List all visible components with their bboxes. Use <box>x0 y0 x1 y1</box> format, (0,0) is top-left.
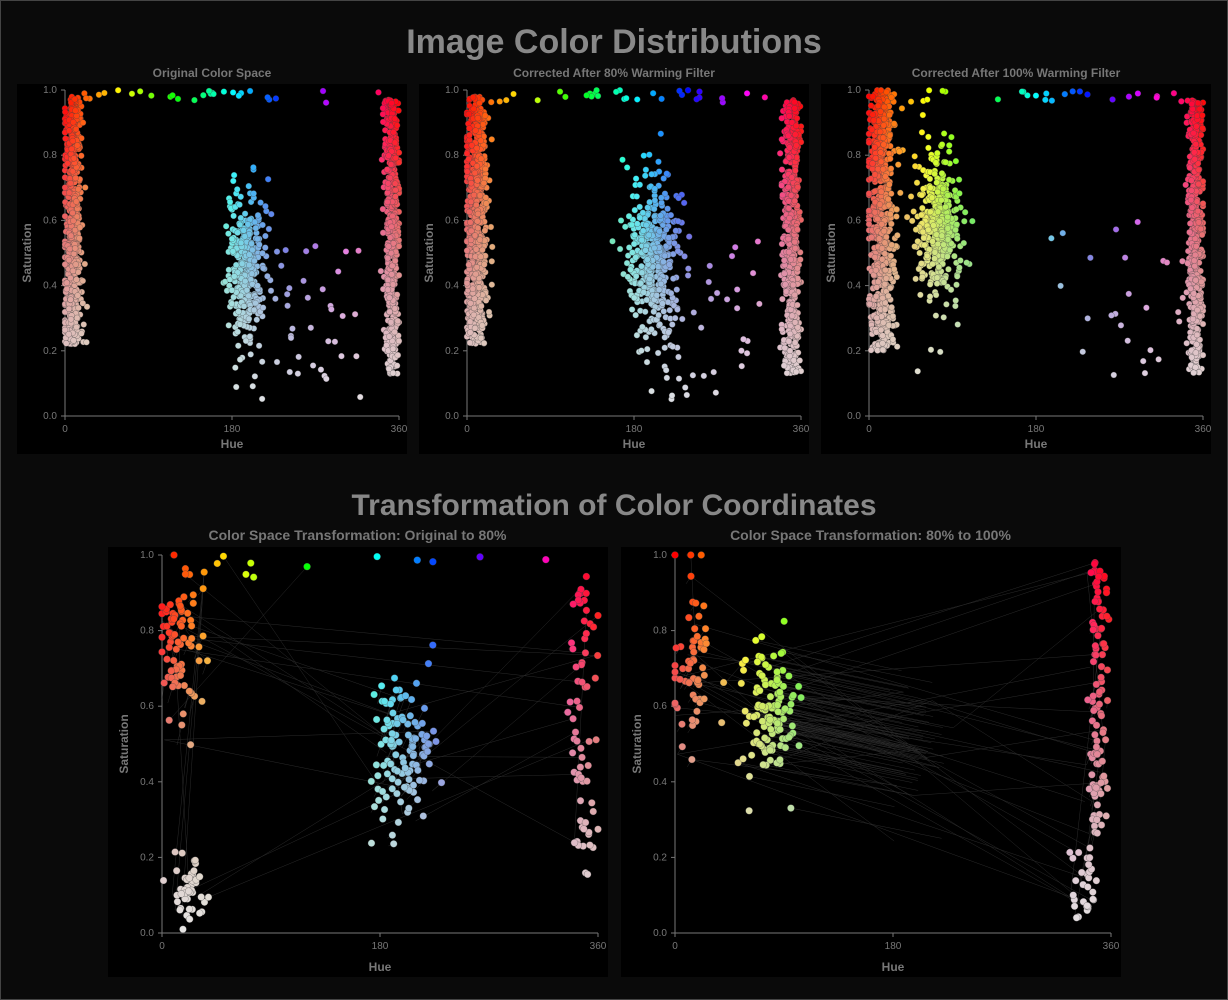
svg-text:1.0: 1.0 <box>847 85 861 96</box>
svg-text:0: 0 <box>62 424 68 435</box>
svg-text:0.4: 0.4 <box>43 281 57 292</box>
svg-text:0.4: 0.4 <box>445 281 459 292</box>
svg-text:0.6: 0.6 <box>445 215 459 226</box>
svg-text:Saturation: Saturation <box>824 223 838 282</box>
svg-text:0.8: 0.8 <box>445 150 459 161</box>
svg-text:0.6: 0.6 <box>43 215 57 226</box>
svg-text:0.0: 0.0 <box>140 928 154 939</box>
svg-text:360: 360 <box>793 424 809 435</box>
panel-title-warming80: Corrected After 80% Warming Filter <box>419 66 809 80</box>
svg-text:0.2: 0.2 <box>445 346 459 357</box>
panel-title-transform-0-80: Color Space Transformation: Original to … <box>108 527 608 543</box>
section2-title: Transformation of Color Coordinates <box>1 459 1227 527</box>
panel-transform-80-100: Color Space Transformation: 80% to 100% … <box>621 527 1121 982</box>
svg-text:0: 0 <box>464 424 470 435</box>
svg-text:1.0: 1.0 <box>445 85 459 96</box>
svg-text:Saturation: Saturation <box>422 223 436 282</box>
transform-plot-80-100: 01803600.00.20.40.60.81.0HueSaturation <box>621 547 1121 977</box>
svg-text:0.8: 0.8 <box>140 626 154 637</box>
svg-text:0.4: 0.4 <box>847 281 861 292</box>
svg-text:1.0: 1.0 <box>140 550 154 561</box>
svg-text:0.0: 0.0 <box>847 411 861 422</box>
svg-text:0.0: 0.0 <box>43 411 57 422</box>
svg-text:0.6: 0.6 <box>847 215 861 226</box>
page-container: Image Color Distributions Original Color… <box>1 1 1227 999</box>
svg-text:180: 180 <box>371 941 388 952</box>
svg-text:0.2: 0.2 <box>140 852 154 863</box>
panel-warming80: Corrected After 80% Warming Filter 0 180 3… <box>419 66 809 459</box>
top-row: Original Color Space 0 180 360 0.0 0.2 0.4 0.6… <box>1 66 1227 459</box>
svg-text:0.8: 0.8 <box>847 150 861 161</box>
svg-text:Hue: Hue <box>623 437 646 451</box>
svg-text:0.4: 0.4 <box>140 777 154 788</box>
panel-title-warming100: Corrected After 100% Warming Filter <box>821 66 1211 80</box>
scatter-warming80: 0 180 360 0.0 0.2 0.4 0.6 0.8 1.0 Hue Saturation <box>419 84 809 454</box>
scatter-original: 0 180 360 0.0 0.2 0.4 0.6 0.8 1.0 Hue Saturation <box>17 84 407 454</box>
svg-text:180: 180 <box>626 424 643 435</box>
svg-text:360: 360 <box>1195 424 1211 435</box>
svg-text:0: 0 <box>866 424 872 435</box>
svg-text:360: 360 <box>589 941 606 952</box>
svg-text:180: 180 <box>224 424 241 435</box>
svg-text:180: 180 <box>1028 424 1045 435</box>
svg-text:Saturation: Saturation <box>117 714 131 773</box>
svg-text:0.6: 0.6 <box>140 701 154 712</box>
panel-warming100: Corrected After 100% Warming Filter 0 180… <box>821 66 1211 459</box>
svg-text:Hue: Hue <box>221 437 244 451</box>
svg-text:0.2: 0.2 <box>847 346 861 357</box>
svg-text:Hue: Hue <box>368 960 391 974</box>
svg-text:0.0: 0.0 <box>445 411 459 422</box>
bottom-row: Color Space Transformation: Original to … <box>1 527 1227 982</box>
svg-text:360: 360 <box>391 424 407 435</box>
panel-title-original: Original Color Space <box>17 66 407 80</box>
svg-text:0.8: 0.8 <box>43 150 57 161</box>
svg-text:0.2: 0.2 <box>43 346 57 357</box>
svg-text:0: 0 <box>159 941 165 952</box>
svg-text:1.0: 1.0 <box>43 85 57 96</box>
panel-transform-0-80: Color Space Transformation: Original to … <box>108 527 608 982</box>
svg-text:Saturation: Saturation <box>20 223 34 282</box>
svg-text:Hue: Hue <box>1025 437 1048 451</box>
section1-title: Image Color Distributions <box>1 1 1227 66</box>
panel-original: Original Color Space 0 180 360 0.0 0.2 0.4 0.6… <box>17 66 407 459</box>
transform-plot-0-80: 0 180 360 0.0 0.2 0.4 0.6 0.8 1.0 Hue Saturation <box>108 547 608 977</box>
panel-title-transform-80-100: Color Space Transformation: 80% to 100% <box>621 527 1121 543</box>
scatter-warming100: 0 180 360 0.0 0.2 0.4 0.6 0.8 1.0 Hue Saturation <box>821 84 1211 454</box>
